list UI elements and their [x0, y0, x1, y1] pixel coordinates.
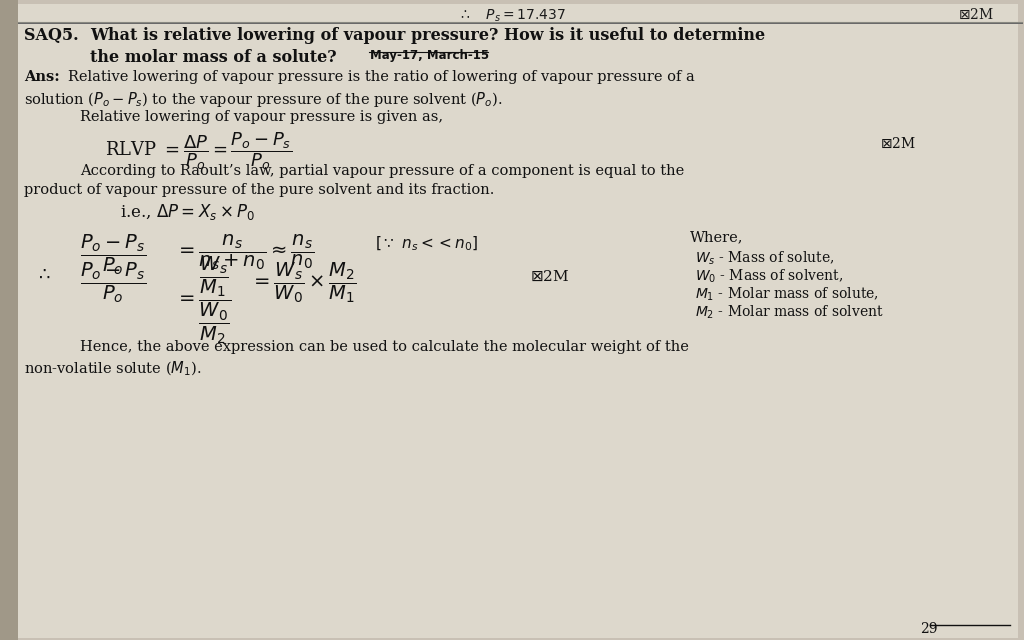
- Text: $\therefore\quad P_s = 17.437$: $\therefore\quad P_s = 17.437$: [458, 8, 566, 24]
- Text: product of vapour pressure of the pure solvent and its fraction.: product of vapour pressure of the pure s…: [24, 183, 495, 197]
- Text: $W_0$ - Mass of solvent,: $W_0$ - Mass of solvent,: [695, 268, 844, 285]
- Text: $\boxtimes$2M: $\boxtimes$2M: [880, 137, 915, 151]
- Text: solution ($P_o - P_s$) to the vapour pressure of the pure solvent ($P_o$).: solution ($P_o - P_s$) to the vapour pre…: [24, 90, 503, 109]
- Text: SAQ5.: SAQ5.: [24, 27, 79, 44]
- Text: $= \dfrac{\dfrac{W_s}{M_1}}{\dfrac{W_0}{M_2}}$: $= \dfrac{\dfrac{W_s}{M_1}}{\dfrac{W_0}{…: [175, 255, 231, 346]
- FancyBboxPatch shape: [18, 4, 1018, 638]
- Text: $\boxtimes$2M: $\boxtimes$2M: [958, 8, 994, 22]
- Text: Relative lowering of vapour pressure is given as,: Relative lowering of vapour pressure is …: [80, 110, 443, 124]
- Text: i.e., $\Delta P = X_s \times P_0$: i.e., $\Delta P = X_s \times P_0$: [120, 202, 255, 222]
- Text: non-volatile solute ($M_1$).: non-volatile solute ($M_1$).: [24, 360, 202, 378]
- Text: $= \dfrac{n_s}{n_s + n_0} \approx \dfrac{n_s}{n_0}$: $= \dfrac{n_s}{n_s + n_0} \approx \dfrac…: [175, 232, 314, 271]
- Text: Hence, the above expression can be used to calculate the molecular weight of the: Hence, the above expression can be used …: [80, 340, 689, 354]
- Text: $W_s$ - Mass of solute,: $W_s$ - Mass of solute,: [695, 250, 835, 268]
- Text: $\boxtimes$2M: $\boxtimes$2M: [530, 270, 569, 284]
- Text: $= \dfrac{W_s}{W_0} \times \dfrac{M_2}{M_1}$: $= \dfrac{W_s}{W_0} \times \dfrac{M_2}{M…: [250, 260, 357, 305]
- Text: RLVP $= \dfrac{\Delta P}{P_o} = \dfrac{P_o - P_s}{P_o}$: RLVP $= \dfrac{\Delta P}{P_o} = \dfrac{P…: [105, 130, 292, 172]
- Text: $M_2$ - Molar mass of solvent: $M_2$ - Molar mass of solvent: [695, 304, 884, 321]
- Text: $[\because\ n_s << n_0]$: $[\because\ n_s << n_0]$: [375, 235, 478, 253]
- Text: What is relative lowering of vapour pressure? How is it useful to determine: What is relative lowering of vapour pres…: [90, 27, 765, 44]
- Text: Where,: Where,: [690, 230, 743, 244]
- FancyBboxPatch shape: [0, 0, 18, 640]
- Text: $\therefore$: $\therefore$: [35, 265, 51, 283]
- Text: Relative lowering of vapour pressure is the ratio of lowering of vapour pressure: Relative lowering of vapour pressure is …: [68, 70, 694, 84]
- Text: the molar mass of a solute?: the molar mass of a solute?: [90, 49, 337, 66]
- Text: May-17, March-15: May-17, March-15: [370, 49, 489, 62]
- Text: According to Raoult’s law, partial vapour pressure of a component is equal to th: According to Raoult’s law, partial vapou…: [80, 164, 684, 178]
- Text: $M_1$ - Molar mass of solute,: $M_1$ - Molar mass of solute,: [695, 286, 879, 303]
- Text: $\dfrac{P_o - P_s}{P_o}$: $\dfrac{P_o - P_s}{P_o}$: [80, 260, 146, 305]
- Text: Ans:: Ans:: [24, 70, 59, 84]
- Text: 29: 29: [920, 622, 938, 636]
- Text: $\dfrac{P_o - P_s}{P_o}$: $\dfrac{P_o - P_s}{P_o}$: [80, 232, 146, 276]
